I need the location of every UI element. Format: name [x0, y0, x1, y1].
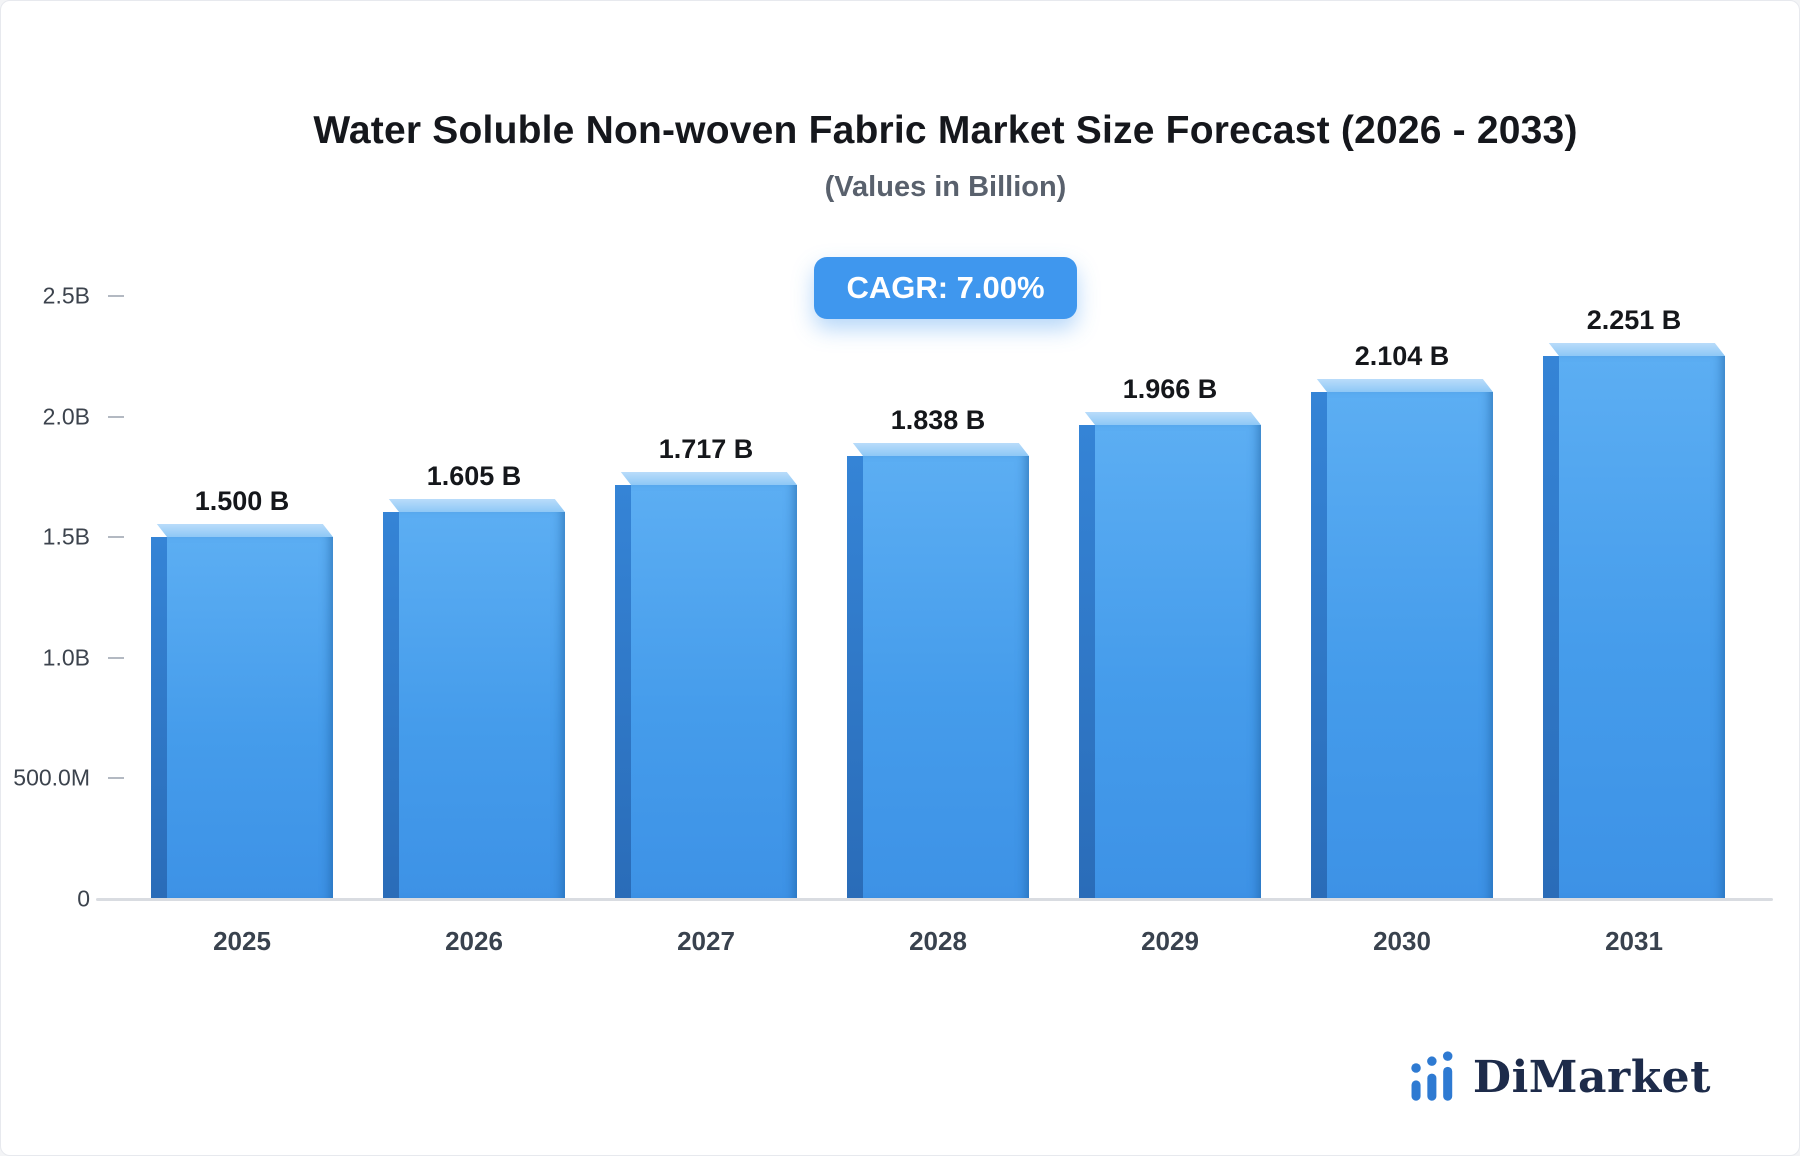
y-tick-mark [108, 295, 124, 297]
y-tick-label: 2.0B [42, 403, 90, 430]
x-axis-label: 2026 [445, 926, 503, 956]
y-tick-label: 0 [77, 885, 90, 912]
cagr-badge-row: CAGR: 7.00% [118, 257, 1773, 319]
bar-2027 [615, 471, 797, 899]
bar-value-label: 1.500 B [194, 486, 290, 517]
x-axis-label: 2029 [1141, 926, 1199, 956]
dimarket-logo: DiMarket [1407, 1051, 1711, 1103]
bar-front-face [863, 455, 1029, 899]
bar-side-face [151, 537, 167, 899]
bar-front-face [631, 484, 797, 899]
bar-front-face [1327, 391, 1493, 899]
bar-2026 [383, 498, 565, 899]
bar-front-face [167, 537, 333, 899]
bar-value-label: 1.717 B [658, 433, 754, 464]
bar-top-face [156, 524, 333, 538]
y-tick-label: 1.0B [42, 644, 90, 671]
bar-side-face [1079, 424, 1095, 899]
bar-side-face [1311, 391, 1327, 899]
bar-top-face [388, 498, 565, 512]
chart-subtitle: (Values in Billion) [824, 171, 1067, 203]
logo-text: DiMarket [1472, 1051, 1711, 1103]
y-tick-label: 1.5B [42, 523, 90, 550]
x-axis-label: 2027 [677, 926, 735, 956]
bar-value-label: 2.104 B [1354, 340, 1450, 371]
y-tick-mark [108, 536, 124, 539]
x-axis-label: 2030 [1373, 926, 1431, 956]
cagr-badge: CAGR: 7.00% [814, 257, 1077, 319]
bar-value-label: 1.838 B [890, 404, 986, 435]
bar-value-label: 2.251 B [1586, 305, 1682, 336]
plot-area: 2.5B 2.0B 1.5B 1.0B 500.0M 0 1.500 B 1.605 B 1.… [13, 283, 1773, 956]
bar-top-face [1548, 343, 1725, 357]
bar-value-label: 1.966 B [1122, 373, 1218, 404]
bar-2029 [1079, 411, 1261, 899]
bar-front-face [1559, 356, 1725, 899]
x-axis-label: 2028 [909, 926, 967, 956]
bar-2025 [151, 524, 333, 899]
bar-side-face [615, 484, 631, 899]
bar-chart-icon [1411, 1051, 1453, 1101]
bar-2028 [847, 442, 1029, 899]
bar-top-face [1084, 411, 1261, 425]
chart-title: Water Soluble Non-woven Fabric Market Si… [313, 109, 1578, 152]
bar-top-face [620, 471, 797, 485]
bar-front-face [1095, 424, 1261, 899]
bar-front-face [399, 511, 565, 899]
y-tick-label: 2.5B [42, 282, 90, 309]
bar-top-face [1316, 378, 1493, 392]
y-tick-mark [108, 415, 124, 418]
bar-value-label: 1.605 B [426, 460, 522, 491]
x-axis-label: 2031 [1605, 926, 1663, 956]
y-tick-mark [108, 898, 124, 900]
y-tick-mark [108, 777, 124, 780]
bar-side-face [847, 455, 863, 899]
bar-2031 [1543, 343, 1725, 899]
bar-2030 [1311, 378, 1493, 899]
bar-side-face [1543, 356, 1559, 899]
bar-side-face [383, 511, 399, 899]
bar-top-face [852, 442, 1029, 456]
x-axis-label: 2025 [213, 926, 271, 956]
y-tick-mark [108, 656, 124, 659]
y-tick-label: 500.0M [13, 764, 90, 791]
